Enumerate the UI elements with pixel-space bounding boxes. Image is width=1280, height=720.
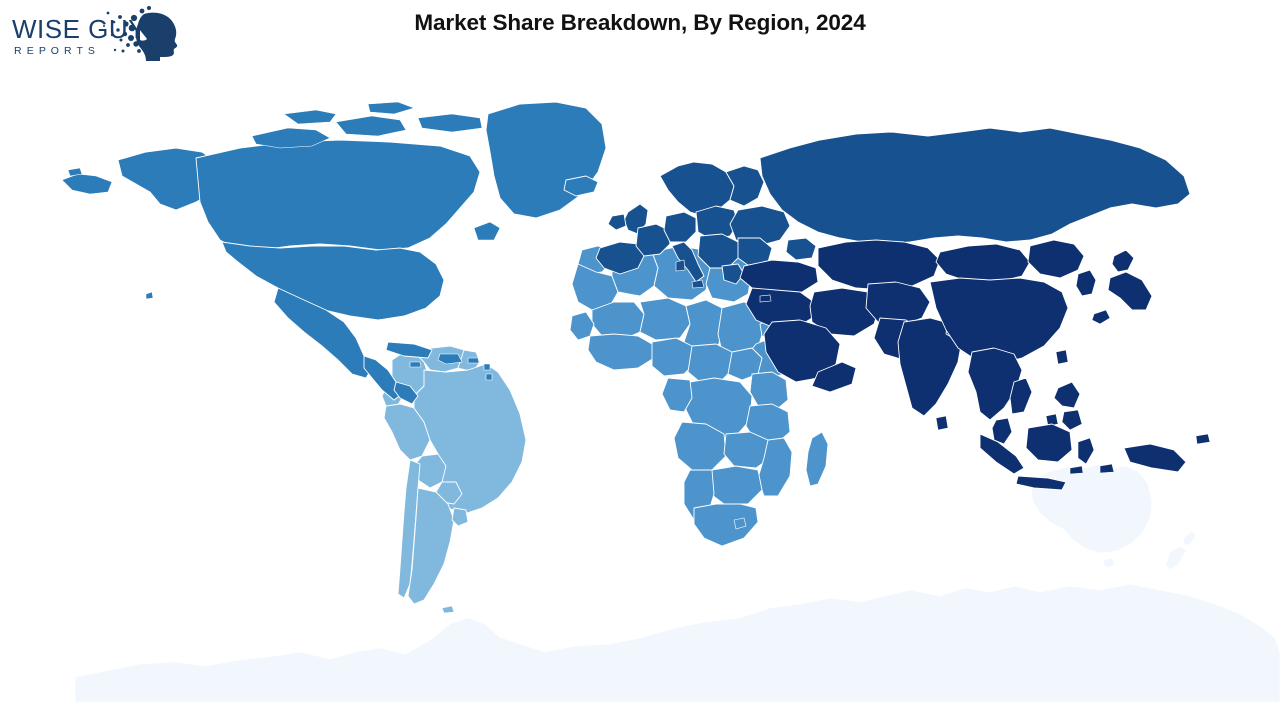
region-africa[interactable]	[570, 238, 828, 546]
logo-wordmark-primary: WISE GUY	[12, 14, 146, 44]
logo-wordmark-secondary: R E P O R T S	[14, 45, 96, 57]
region-north-america[interactable]	[61, 102, 606, 404]
region-oceania[interactable]	[74, 463, 1280, 703]
world-map-container	[0, 52, 1280, 720]
region-europe[interactable]	[596, 128, 1190, 289]
region-asia-pacific[interactable]	[740, 240, 1211, 490]
region-south-america[interactable]	[382, 346, 526, 614]
world-choropleth-map	[61, 52, 1280, 703]
wise-guy-reports-logo: WISE GUY R E P O R T S	[8, 4, 198, 62]
head-profile-dots-icon	[103, 6, 178, 61]
logo-svg: WISE GUY R E P O R T S	[12, 6, 178, 61]
page-title: Market Share Breakdown, By Region, 2024	[414, 10, 866, 35]
